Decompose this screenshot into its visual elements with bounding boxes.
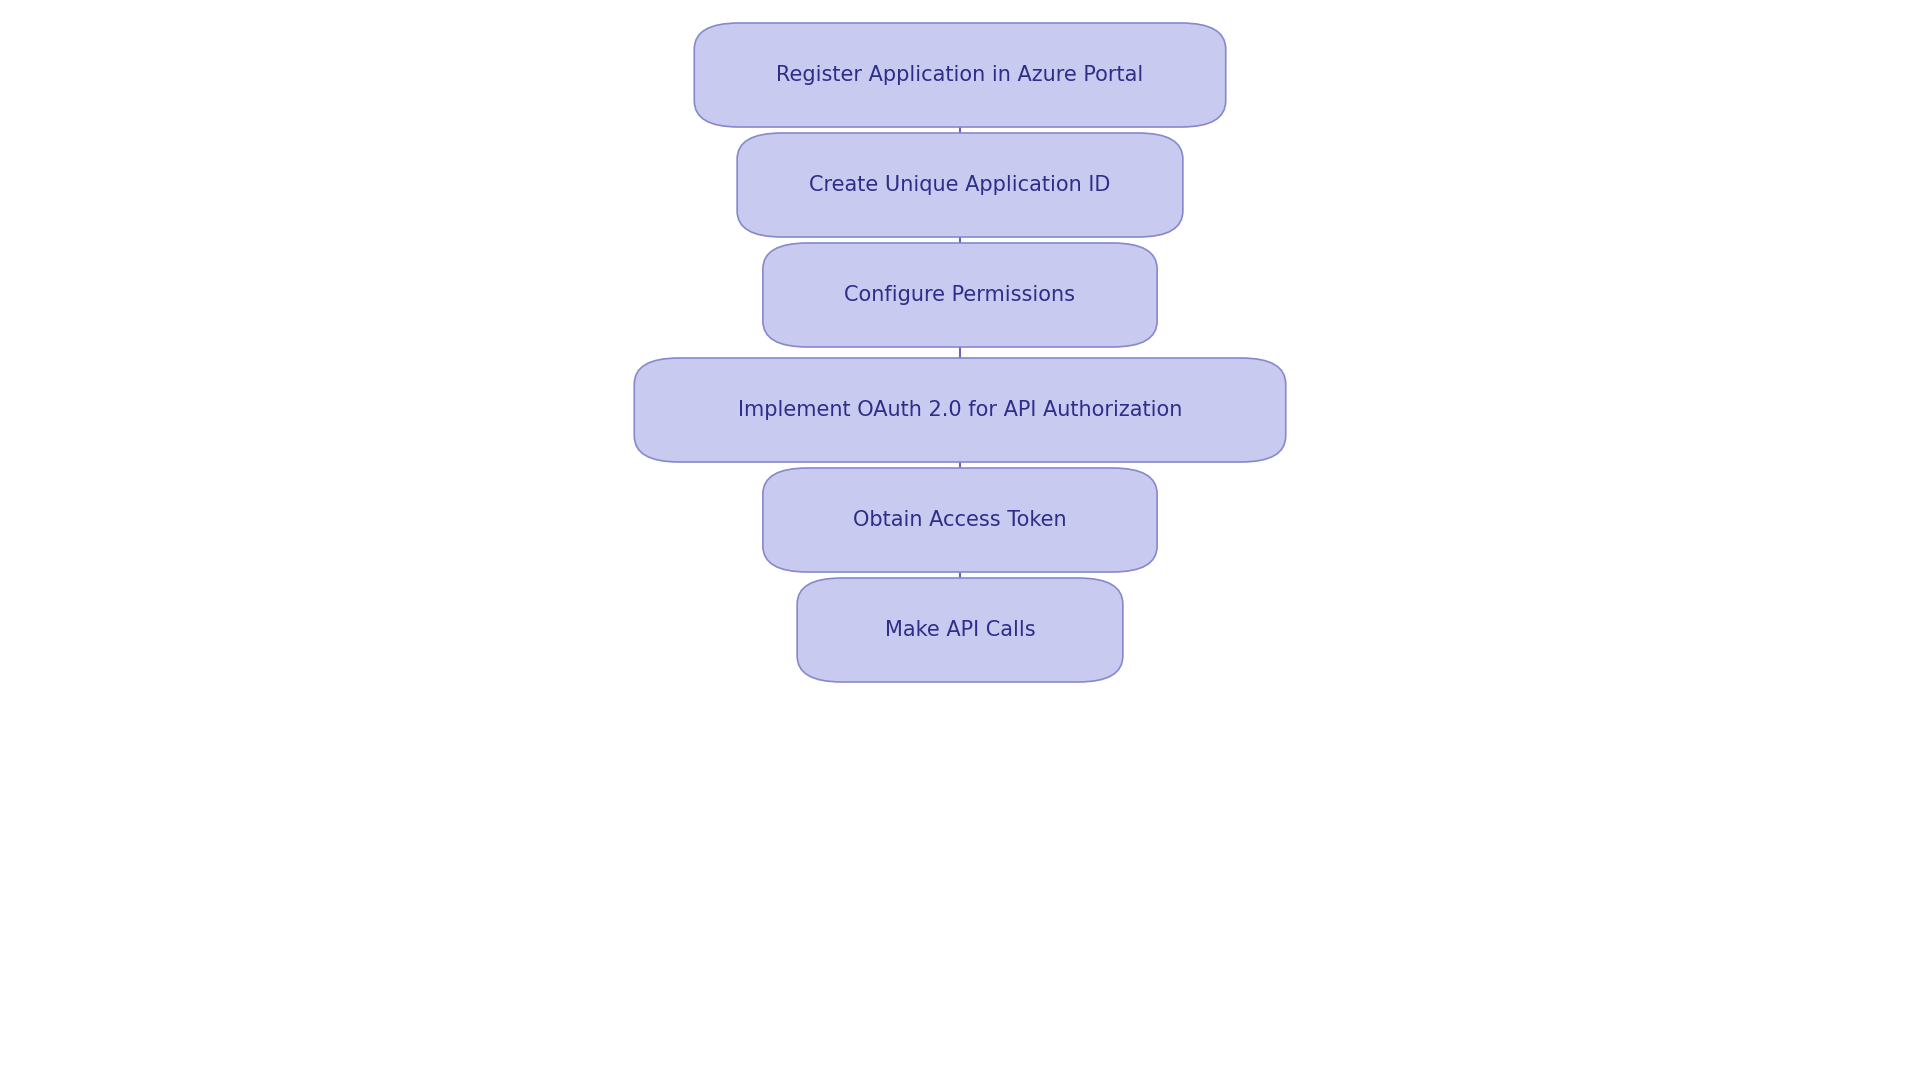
FancyBboxPatch shape (797, 578, 1123, 682)
FancyBboxPatch shape (762, 468, 1158, 572)
Text: Register Application in Azure Portal: Register Application in Azure Portal (776, 65, 1144, 84)
FancyBboxPatch shape (737, 133, 1183, 237)
FancyBboxPatch shape (695, 23, 1225, 127)
Text: Create Unique Application ID: Create Unique Application ID (810, 175, 1110, 195)
Text: Obtain Access Token: Obtain Access Token (852, 510, 1068, 530)
Text: Implement OAuth 2.0 for API Authorization: Implement OAuth 2.0 for API Authorizatio… (737, 400, 1183, 420)
Text: Configure Permissions: Configure Permissions (845, 285, 1075, 305)
FancyBboxPatch shape (762, 243, 1158, 347)
FancyBboxPatch shape (634, 358, 1286, 462)
Text: Make API Calls: Make API Calls (885, 619, 1035, 640)
